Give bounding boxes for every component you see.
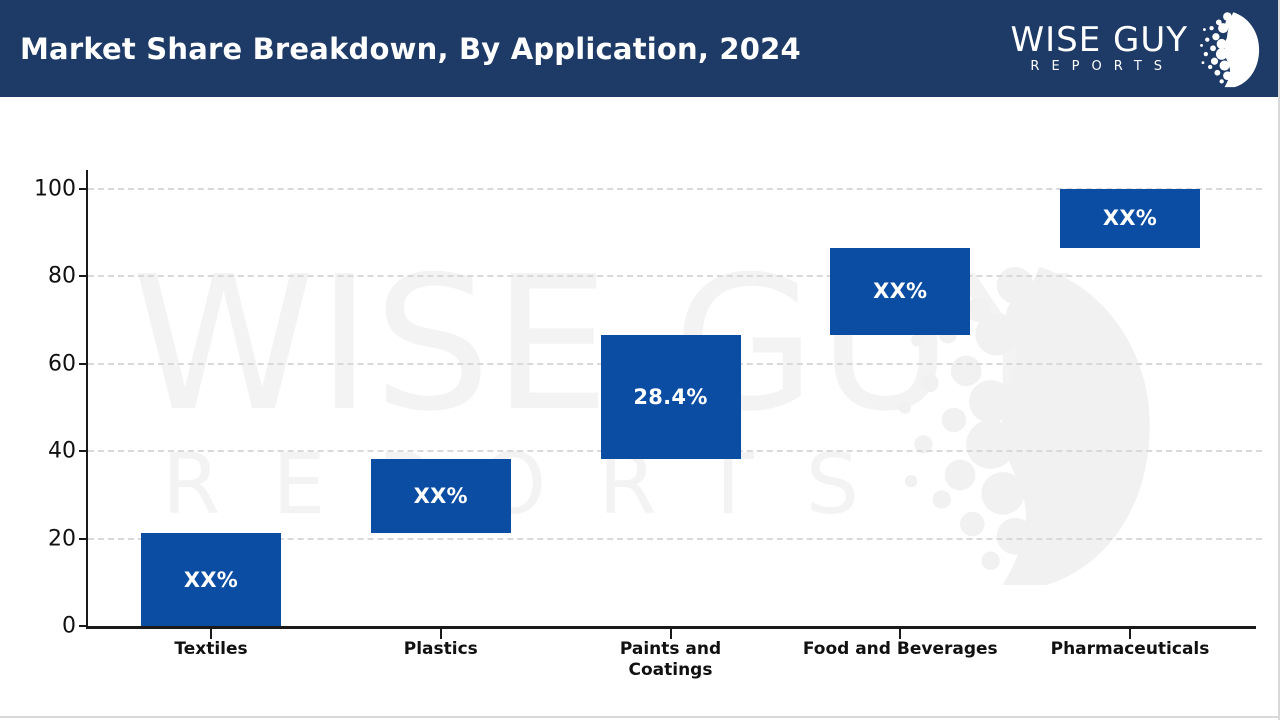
x-category-label: Pharmaceuticals xyxy=(1050,639,1210,659)
x-category-label: Textiles xyxy=(174,639,248,659)
x-axis-line xyxy=(86,626,1256,629)
page-bottom-border xyxy=(0,716,1280,718)
page-title: Market Share Breakdown, By Application, … xyxy=(20,31,801,66)
bar-value-label: XX% xyxy=(1102,206,1158,231)
y-axis-line xyxy=(86,170,88,626)
wiseguy-logo: WISE GUY REPORTS xyxy=(1010,8,1262,90)
y-tick-label: 40 xyxy=(48,438,76,464)
gridline-20 xyxy=(88,537,1262,540)
bar-paints-and-coatings: 28.4% xyxy=(600,334,741,460)
bar-textiles: XX% xyxy=(141,533,281,626)
bar-value-label: XX% xyxy=(413,484,468,509)
y-tick-label: 0 xyxy=(62,613,76,639)
x-category-label: Paints and Coatings xyxy=(619,639,722,681)
x-category-label: Plastics xyxy=(403,639,478,659)
x-category-label: Food and Beverages xyxy=(802,639,998,659)
y-axis-tick xyxy=(79,188,88,190)
bar-plastics: XX% xyxy=(370,459,511,534)
logo-text: WISE GUY REPORTS xyxy=(1010,19,1188,75)
bar-value-label: 28.4% xyxy=(633,385,708,409)
bar-food-and-beverages: XX% xyxy=(830,247,971,335)
logo-wordmark: WISE GUY xyxy=(1010,19,1188,60)
x-axis-tick xyxy=(669,629,672,639)
x-axis-tick xyxy=(1129,629,1131,639)
x-axis-tick xyxy=(210,629,212,639)
bar-value-label: XX% xyxy=(183,567,239,592)
y-axis-tick xyxy=(79,362,88,365)
y-axis-tick xyxy=(79,537,88,540)
bar-pharmaceuticals: XX% xyxy=(1060,189,1200,248)
bar-value-label: XX% xyxy=(873,279,928,304)
y-tick-label: 80 xyxy=(48,263,76,289)
logo-subtitle: REPORTS xyxy=(1030,59,1175,75)
y-axis-tick xyxy=(79,625,88,627)
gridline-80 xyxy=(88,275,1262,278)
y-tick-label: 20 xyxy=(48,526,76,552)
x-axis-tick xyxy=(439,629,442,639)
gridline-100 xyxy=(88,188,1262,190)
x-axis-tick xyxy=(899,629,902,639)
logo-head-icon xyxy=(1190,8,1262,90)
y-tick-label: 60 xyxy=(48,351,76,377)
y-tick-label: 100 xyxy=(34,176,76,202)
y-axis-tick xyxy=(79,450,88,453)
page-right-border xyxy=(1278,0,1280,720)
y-axis-tick xyxy=(79,275,88,278)
header: Market Share Breakdown, By Application, … xyxy=(0,0,1280,97)
